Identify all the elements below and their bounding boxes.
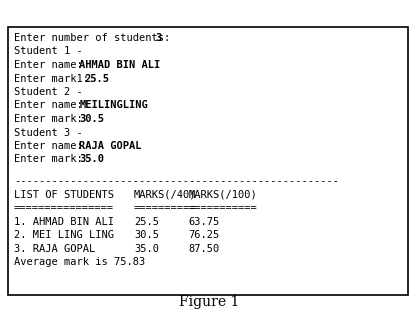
Text: AHMAD BIN ALI: AHMAD BIN ALI: [79, 60, 160, 70]
Text: MARKS(/100): MARKS(/100): [189, 190, 257, 200]
Text: Enter number of students:: Enter number of students:: [14, 33, 176, 43]
Text: Enter mark:: Enter mark:: [14, 154, 89, 164]
Text: ==========: ==========: [134, 203, 197, 213]
Text: 63.75: 63.75: [189, 217, 220, 227]
Text: 1. AHMAD BIN ALI: 1. AHMAD BIN ALI: [14, 217, 114, 227]
Text: RAJA GOPAL: RAJA GOPAL: [79, 141, 142, 151]
Text: 30.5: 30.5: [79, 114, 104, 124]
Text: Enter mark1:: Enter mark1:: [14, 74, 95, 84]
Text: MARKS(/40): MARKS(/40): [134, 190, 197, 200]
Bar: [8, 27, 408, 295]
Text: Enter name:: Enter name:: [14, 100, 89, 110]
Text: Figure 1: Figure 1: [179, 295, 240, 309]
Text: LIST OF STUDENTS: LIST OF STUDENTS: [14, 190, 114, 200]
Text: Enter mark:: Enter mark:: [14, 114, 89, 124]
Text: 35.0: 35.0: [134, 244, 159, 254]
Text: 87.50: 87.50: [189, 244, 220, 254]
Text: 76.25: 76.25: [189, 230, 220, 240]
Text: Average mark is 75.83: Average mark is 75.83: [14, 257, 145, 267]
Text: 3: 3: [156, 33, 162, 43]
Text: Student 2 -: Student 2 -: [14, 87, 83, 97]
Text: ================: ================: [14, 203, 114, 213]
Text: Enter name:: Enter name:: [14, 141, 89, 151]
Text: 25.5: 25.5: [134, 217, 159, 227]
Text: ----------------------------------------------------: ----------------------------------------…: [14, 176, 339, 186]
Text: 30.5: 30.5: [134, 230, 159, 240]
Text: 3. RAJA GOPAL: 3. RAJA GOPAL: [14, 244, 95, 254]
Text: ===========: ===========: [189, 203, 257, 213]
Text: MEILINGLING: MEILINGLING: [79, 100, 148, 110]
Text: 2. MEI LING LING: 2. MEI LING LING: [14, 230, 114, 240]
Text: 25.5: 25.5: [85, 74, 110, 84]
Text: Enter name:: Enter name:: [14, 60, 89, 70]
Text: Student 1 -: Student 1 -: [14, 47, 83, 57]
Text: Student 3 -: Student 3 -: [14, 128, 83, 138]
Text: 35.0: 35.0: [79, 154, 104, 164]
